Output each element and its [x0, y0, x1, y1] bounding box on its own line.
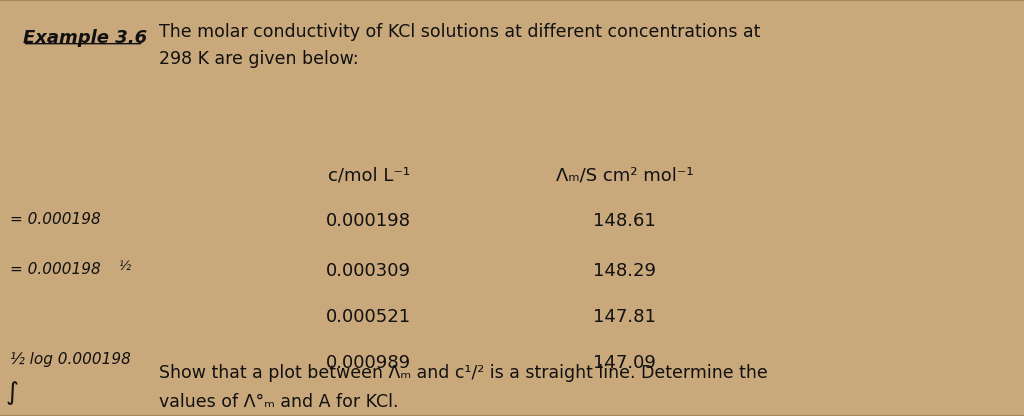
- Text: 0.000309: 0.000309: [326, 262, 412, 280]
- Text: c/mol L⁻¹: c/mol L⁻¹: [328, 166, 410, 184]
- Text: Example 3.6: Example 3.6: [23, 29, 146, 47]
- Text: ∫: ∫: [5, 381, 18, 405]
- Text: 0.000521: 0.000521: [326, 308, 412, 326]
- Text: = 0.000198: = 0.000198: [10, 262, 101, 277]
- Text: values of Λ°ₘ and A for KCl.: values of Λ°ₘ and A for KCl.: [159, 393, 398, 411]
- Text: Λₘ/S cm² mol⁻¹: Λₘ/S cm² mol⁻¹: [556, 166, 693, 184]
- Text: Show that a plot between Λₘ and c¹/² is a straight line. Determine the: Show that a plot between Λₘ and c¹/² is …: [159, 364, 767, 382]
- Text: ½: ½: [118, 260, 130, 273]
- Text: 148.61: 148.61: [593, 212, 656, 230]
- Text: The molar conductivity of KCl solutions at different concentrations at
298 K are: The molar conductivity of KCl solutions …: [159, 23, 760, 68]
- Text: 0.000198: 0.000198: [326, 212, 412, 230]
- Text: ½ log 0.000198: ½ log 0.000198: [10, 352, 131, 366]
- Text: 0.000989: 0.000989: [326, 354, 412, 371]
- Text: 147.81: 147.81: [593, 308, 656, 326]
- Text: = 0.000198: = 0.000198: [10, 212, 101, 227]
- Text: 147.09: 147.09: [593, 354, 656, 371]
- Text: 148.29: 148.29: [593, 262, 656, 280]
